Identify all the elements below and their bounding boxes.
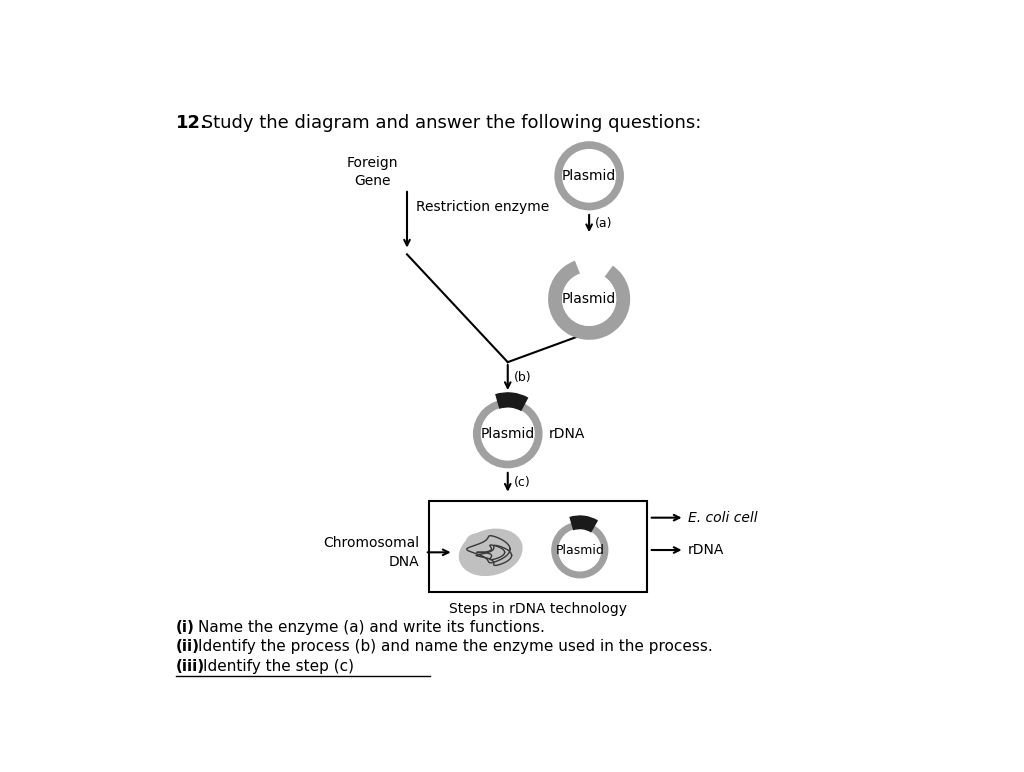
Text: Study the diagram and answer the following questions:: Study the diagram and answer the followi… (197, 114, 701, 132)
Ellipse shape (460, 530, 522, 575)
Circle shape (563, 273, 615, 325)
Ellipse shape (466, 534, 503, 561)
Text: Plasmid: Plasmid (562, 169, 616, 183)
Text: (ii): (ii) (176, 639, 200, 655)
Text: Chromosomal
DNA: Chromosomal DNA (324, 536, 420, 568)
Text: (a): (a) (595, 217, 612, 230)
Text: Restriction enzyme: Restriction enzyme (417, 200, 550, 214)
Text: (c): (c) (514, 476, 530, 489)
Circle shape (481, 408, 535, 460)
Text: Steps in rDNA technology: Steps in rDNA technology (449, 602, 627, 616)
Text: Foreign
Gene: Foreign Gene (346, 156, 398, 188)
Text: Identify the process (b) and name the enzyme used in the process.: Identify the process (b) and name the en… (198, 639, 713, 655)
Text: rDNA: rDNA (687, 543, 724, 557)
Text: Plasmid: Plasmid (562, 292, 616, 306)
Circle shape (555, 142, 624, 210)
Text: 12.: 12. (176, 114, 208, 132)
Circle shape (474, 400, 542, 468)
Text: (b): (b) (514, 371, 531, 384)
Text: rDNA: rDNA (549, 427, 585, 441)
Circle shape (552, 523, 607, 577)
Text: Name the enzyme (a) and write its functions.: Name the enzyme (a) and write its functi… (198, 620, 545, 635)
Circle shape (559, 530, 601, 571)
Text: E. coli cell: E. coli cell (687, 511, 757, 525)
Text: Plasmid: Plasmid (480, 427, 535, 441)
Circle shape (563, 150, 615, 202)
Text: Plasmid: Plasmid (555, 543, 604, 557)
Ellipse shape (480, 541, 513, 573)
Text: Identify the step (c): Identify the step (c) (203, 659, 354, 674)
Bar (429, 501, 647, 591)
Text: (i): (i) (176, 620, 195, 635)
Text: (iii): (iii) (176, 659, 205, 674)
